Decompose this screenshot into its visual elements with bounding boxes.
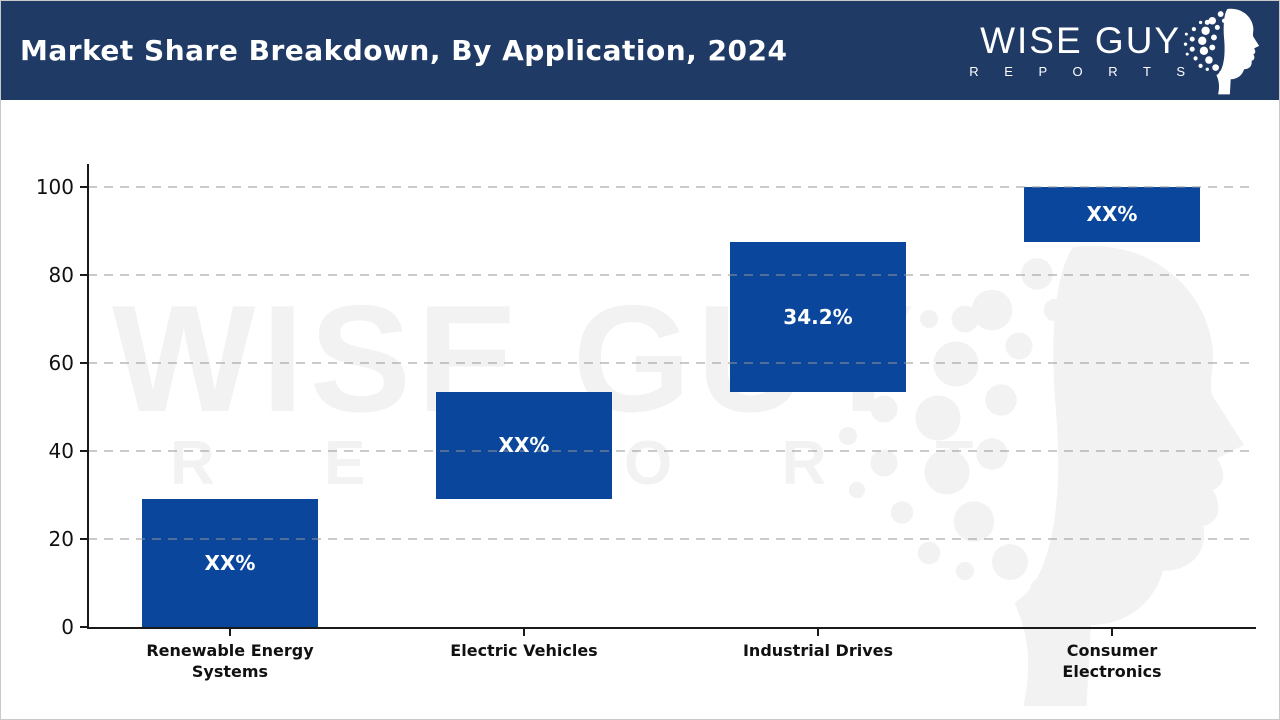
gridline-20 xyxy=(88,538,1256,540)
y-tick-80 xyxy=(80,274,87,276)
x-category-label-3: Consumer Electronics xyxy=(1062,641,1162,681)
y-axis xyxy=(87,164,89,629)
header-bar: Market Share Breakdown, By Application, … xyxy=(0,0,1280,100)
y-tick-40 xyxy=(80,450,87,452)
y-tick-label-100: 100 xyxy=(35,175,74,199)
bar-label-2: 34.2% xyxy=(783,304,853,329)
x-category-label-1: Electric Vehicles xyxy=(450,641,598,660)
gridline-60 xyxy=(88,362,1256,364)
gridline-80 xyxy=(88,274,1256,276)
bar-2 xyxy=(730,241,906,393)
x-tick-2 xyxy=(817,629,819,636)
gridline-40 xyxy=(88,450,1256,452)
y-tick-60 xyxy=(80,362,87,364)
y-tick-0 xyxy=(80,626,87,628)
bar-label-1: XX% xyxy=(498,433,550,458)
page-title: Market Share Breakdown, By Application, … xyxy=(20,33,788,67)
brand-logo-reports-text: R E P O R T S xyxy=(969,63,1196,79)
y-tick-20 xyxy=(80,538,87,540)
y-tick-label-40: 40 xyxy=(48,439,74,463)
bar-label-0: XX% xyxy=(204,550,256,575)
gridline-100 xyxy=(88,186,1256,188)
bar-1 xyxy=(436,392,612,499)
x-tick-1 xyxy=(523,629,525,636)
y-tick-label-80: 80 xyxy=(48,263,74,287)
brand-logo-head-icon xyxy=(1183,8,1260,95)
x-tick-3 xyxy=(1111,629,1113,636)
y-tick-100 xyxy=(80,186,87,188)
bar-3 xyxy=(1024,187,1200,242)
x-tick-0 xyxy=(229,629,231,636)
brand-logo: WISE GUY R E P O R T S xyxy=(965,4,1266,96)
brand-logo-wordmark: WISE GUY xyxy=(980,19,1182,61)
bar-0 xyxy=(142,498,318,627)
x-axis xyxy=(87,627,1256,629)
y-tick-label-0: 0 xyxy=(61,615,74,639)
x-category-label-2: Industrial Drives xyxy=(742,641,894,660)
brand-logo-text: WISE GUY R E P O R T S xyxy=(965,22,1196,79)
bar-label-3: XX% xyxy=(1086,202,1138,227)
y-tick-label-60: 60 xyxy=(48,351,74,375)
x-category-label-0: Renewable Energy Systems xyxy=(146,641,314,681)
y-tick-label-20: 20 xyxy=(48,527,74,551)
